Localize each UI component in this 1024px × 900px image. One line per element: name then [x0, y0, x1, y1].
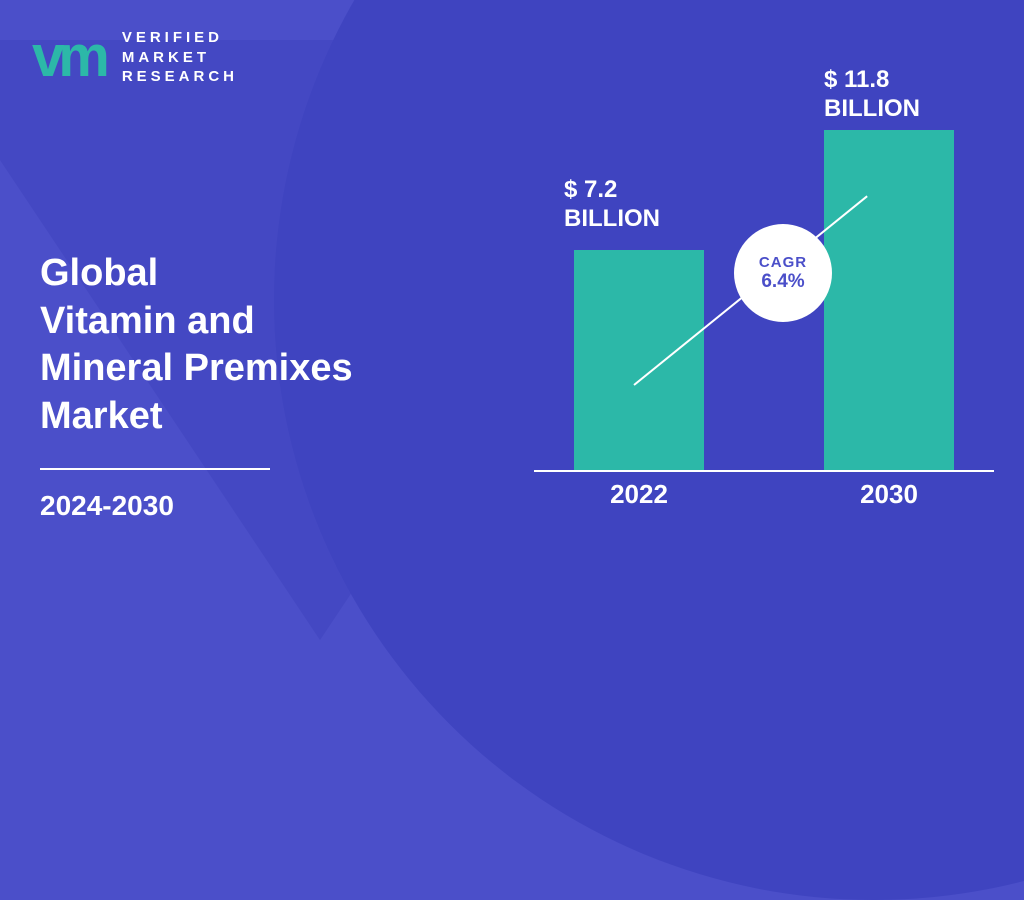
bar-2030: [824, 130, 954, 470]
logo-text: VERIFIED MARKET RESEARCH: [122, 28, 238, 87]
logo-text-line1: VERIFIED: [122, 28, 238, 48]
market-chart: $ 7.2 BILLION 2022 $ 11.8 BILLION 2030 C…: [534, 76, 994, 516]
title-line2: Vitamin and: [40, 298, 353, 346]
bar-2022-value: $ 7.2 BILLION: [564, 176, 660, 234]
bar-2022-value-unit: BILLION: [564, 205, 660, 234]
title-line1: Global: [40, 250, 353, 298]
brand-logo: vm VERIFIED MARKET RESEARCH: [32, 28, 238, 87]
cagr-value: 6.4%: [761, 271, 804, 293]
cagr-label: CAGR: [759, 254, 807, 271]
title-line3: Mineral Premixes: [40, 345, 353, 393]
bar-2022-year: 2022: [574, 479, 704, 510]
forecast-period: 2024-2030: [40, 490, 353, 522]
title-divider: [40, 468, 270, 470]
bar-2022-value-amount: $ 7.2: [564, 176, 660, 205]
title-block: Global Vitamin and Mineral Premixes Mark…: [40, 250, 353, 522]
bar-2030-value-amount: $ 11.8: [824, 66, 920, 95]
page-title: Global Vitamin and Mineral Premixes Mark…: [40, 250, 353, 440]
chart-x-axis: [534, 470, 994, 472]
bar-2030-value: $ 11.8 BILLION: [824, 66, 920, 124]
bar-2030-year: 2030: [824, 479, 954, 510]
logo-text-line2: MARKET: [122, 48, 238, 68]
bar-2022: [574, 250, 704, 470]
logo-text-line3: RESEARCH: [122, 67, 238, 87]
bar-2030-value-unit: BILLION: [824, 95, 920, 124]
cagr-badge: CAGR 6.4%: [734, 224, 832, 322]
title-line4: Market: [40, 393, 353, 441]
logo-mark: vm: [32, 28, 104, 86]
